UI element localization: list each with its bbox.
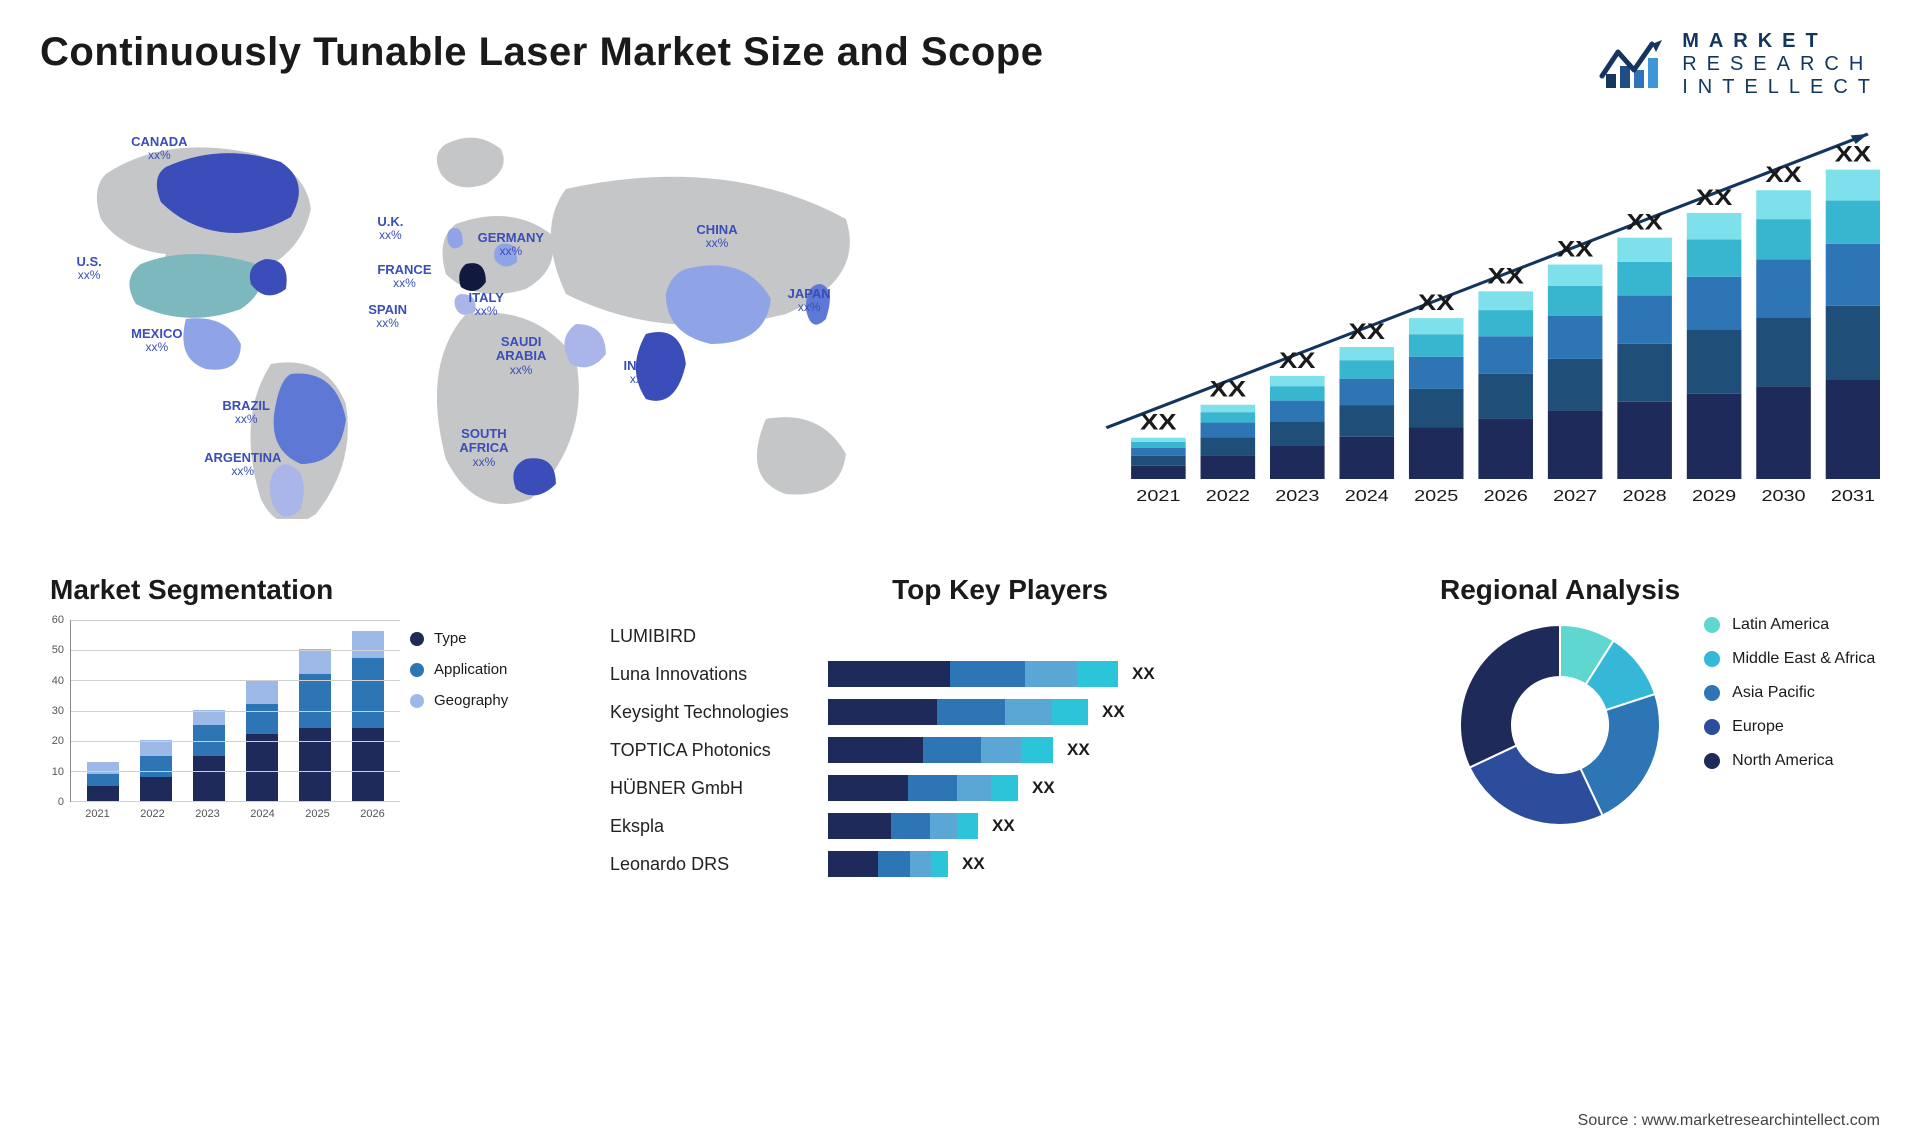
svg-text:XX: XX — [1696, 186, 1733, 210]
map-label: SAUDIARABIAxx% — [496, 335, 547, 377]
map-label: ARGENTINAxx% — [204, 451, 281, 478]
legend-item: Type — [410, 630, 560, 647]
segmentation-bar — [87, 762, 119, 801]
map-label: SOUTHAFRICAxx% — [459, 427, 508, 469]
source-attribution: Source : www.marketresearchintellect.com — [1578, 1112, 1880, 1130]
players-title: Top Key Players — [610, 574, 1390, 606]
svg-text:XX: XX — [1626, 211, 1663, 235]
players-list: LUMIBIRDLuna InnovationsXXKeysight Techn… — [610, 620, 1390, 880]
player-row: LUMIBIRD — [610, 620, 1390, 652]
player-row: Keysight Technologies XX — [610, 696, 1390, 728]
player-bar — [828, 851, 948, 877]
svg-text:XX: XX — [1279, 349, 1316, 373]
svg-text:2027: 2027 — [1553, 487, 1597, 505]
segmentation-panel: Market Segmentation 0102030405060 202120… — [40, 574, 560, 854]
map-label: JAPANxx% — [788, 287, 831, 314]
regional-panel: Regional Analysis Latin America Middle Ea… — [1440, 574, 1880, 854]
map-label: SPAINxx% — [368, 303, 407, 330]
svg-text:XX: XX — [1348, 320, 1385, 344]
player-name: LUMIBIRD — [610, 626, 810, 647]
regional-legend: Latin America Middle East & Africa Asia Pa… — [1704, 574, 1875, 770]
svg-text:2023: 2023 — [1275, 487, 1319, 505]
svg-text:XX: XX — [1487, 265, 1524, 289]
logo-icon — [1598, 38, 1668, 92]
segmentation-bar — [352, 631, 384, 801]
map-label: INDIAxx% — [623, 359, 658, 386]
page-title: Continuously Tunable Laser Market Size a… — [40, 30, 1043, 75]
player-value: XX — [992, 816, 1015, 836]
svg-text:2025: 2025 — [1414, 487, 1458, 505]
player-row: TOPTICA Photonics XX — [610, 734, 1390, 766]
segmentation-chart: 0102030405060 202120222023202420252026 T… — [40, 620, 560, 830]
svg-text:XX: XX — [1765, 164, 1802, 188]
svg-text:XX: XX — [1418, 291, 1455, 315]
svg-text:XX: XX — [1209, 378, 1246, 402]
svg-text:2029: 2029 — [1692, 487, 1736, 505]
svg-text:2030: 2030 — [1761, 487, 1805, 505]
svg-text:XX: XX — [1140, 411, 1177, 435]
map-label: GERMANYxx% — [478, 231, 544, 258]
player-value: XX — [1067, 740, 1090, 760]
svg-text:2022: 2022 — [1205, 487, 1249, 505]
brand-logo: MARKET RESEARCH INTELLECT — [1598, 30, 1880, 99]
regional-title: Regional Analysis — [1440, 574, 1680, 606]
segmentation-bar — [299, 649, 331, 801]
player-bar — [828, 813, 978, 839]
svg-text:2026: 2026 — [1483, 487, 1527, 505]
player-bar — [828, 661, 1118, 687]
player-name: Luna Innovations — [610, 664, 810, 685]
players-panel: Top Key Players LUMIBIRD Luna Innovations… — [610, 574, 1390, 854]
segmentation-title: Market Segmentation — [50, 574, 560, 606]
legend-item: Application — [410, 661, 560, 678]
player-name: Ekspla — [610, 816, 810, 837]
segmentation-bar — [193, 710, 225, 801]
legend-item: Middle East & Africa — [1704, 650, 1875, 668]
legend-item: Europe — [1704, 718, 1875, 736]
player-value: XX — [962, 854, 985, 874]
player-name: Leonardo DRS — [610, 854, 810, 875]
player-row: Ekspla XX — [610, 810, 1390, 842]
logo-line1: MARKET — [1682, 30, 1880, 53]
map-label: U.K.xx% — [377, 215, 403, 242]
map-label: CHINAxx% — [696, 223, 737, 250]
player-row: Leonardo DRS XX — [610, 848, 1390, 880]
legend-item: Geography — [410, 692, 560, 709]
svg-text:XX: XX — [1835, 143, 1872, 167]
player-name: Keysight Technologies — [610, 702, 810, 723]
svg-text:XX: XX — [1557, 238, 1594, 262]
svg-text:2021: 2021 — [1136, 487, 1180, 505]
regional-donut — [1455, 620, 1665, 830]
player-value: XX — [1132, 664, 1155, 684]
player-bar — [828, 775, 1018, 801]
player-bar — [828, 699, 1088, 725]
logo-line2: RESEARCH — [1682, 53, 1880, 76]
legend-item: Asia Pacific — [1704, 684, 1875, 702]
logo-line3: INTELLECT — [1682, 76, 1880, 99]
map-label: FRANCExx% — [377, 263, 431, 290]
svg-text:2024: 2024 — [1344, 487, 1388, 505]
legend-item: Latin America — [1704, 616, 1875, 634]
map-label: ITALYxx% — [469, 291, 504, 318]
player-value: XX — [1032, 778, 1055, 798]
map-label: CANADAxx% — [131, 135, 187, 162]
world-map-panel: CANADAxx% U.S.xx% MEXICOxx% BRAZILxx% ARGENT… — [40, 119, 952, 519]
map-label: U.S.xx% — [76, 255, 101, 282]
svg-text:2028: 2028 — [1622, 487, 1666, 505]
map-label: MEXICOxx% — [131, 327, 182, 354]
player-name: TOPTICA Photonics — [610, 740, 810, 761]
svg-text:2031: 2031 — [1831, 487, 1875, 505]
legend-item: North America — [1704, 752, 1875, 770]
segmentation-legend: Type Application Geography — [410, 630, 560, 723]
player-name: HÜBNER GmbH — [610, 778, 810, 799]
player-row: HÜBNER GmbH XX — [610, 772, 1390, 804]
player-value: XX — [1102, 702, 1125, 722]
player-bar — [828, 737, 1053, 763]
growth-chart: XX 2021 XX 2022 XX 2023 XX 2024 XX 2025 XX 2026 XX 20… — [1012, 119, 1880, 519]
map-label: BRAZILxx% — [222, 399, 270, 426]
player-row: Luna Innovations XX — [610, 658, 1390, 690]
